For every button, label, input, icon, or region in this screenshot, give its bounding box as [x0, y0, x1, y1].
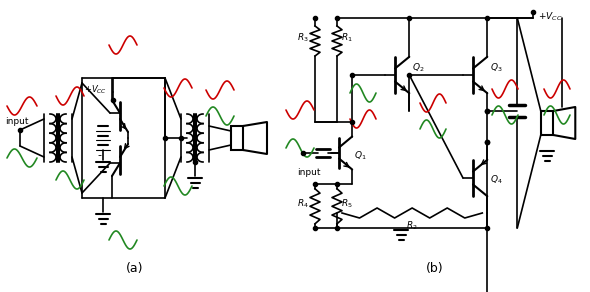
Text: $R_4$: $R_4$	[297, 197, 309, 210]
Text: $Q_1$: $Q_1$	[355, 149, 367, 161]
Bar	[541, 111, 553, 135]
Text: $+V_{CC}$: $+V_{CC}$	[84, 83, 106, 95]
Text: $Q_3$: $Q_3$	[490, 62, 503, 74]
Text: $Q_4$: $Q_4$	[490, 174, 503, 187]
Text: $Q_2$: $Q_2$	[412, 62, 424, 74]
Text: $R_1$: $R_1$	[341, 32, 353, 44]
Text: (a): (a)	[126, 262, 144, 275]
Text: (b): (b)	[426, 262, 444, 275]
Text: input: input	[297, 168, 320, 177]
Text: $R_2$: $R_2$	[407, 219, 418, 232]
Bar	[231, 126, 243, 150]
Text: $R_3$: $R_3$	[297, 32, 309, 44]
Text: input: input	[5, 117, 28, 126]
Text: $+V_{CC}$: $+V_{CC}$	[538, 11, 562, 23]
Text: $R_5$: $R_5$	[341, 197, 353, 210]
Text: -: -	[97, 150, 101, 160]
